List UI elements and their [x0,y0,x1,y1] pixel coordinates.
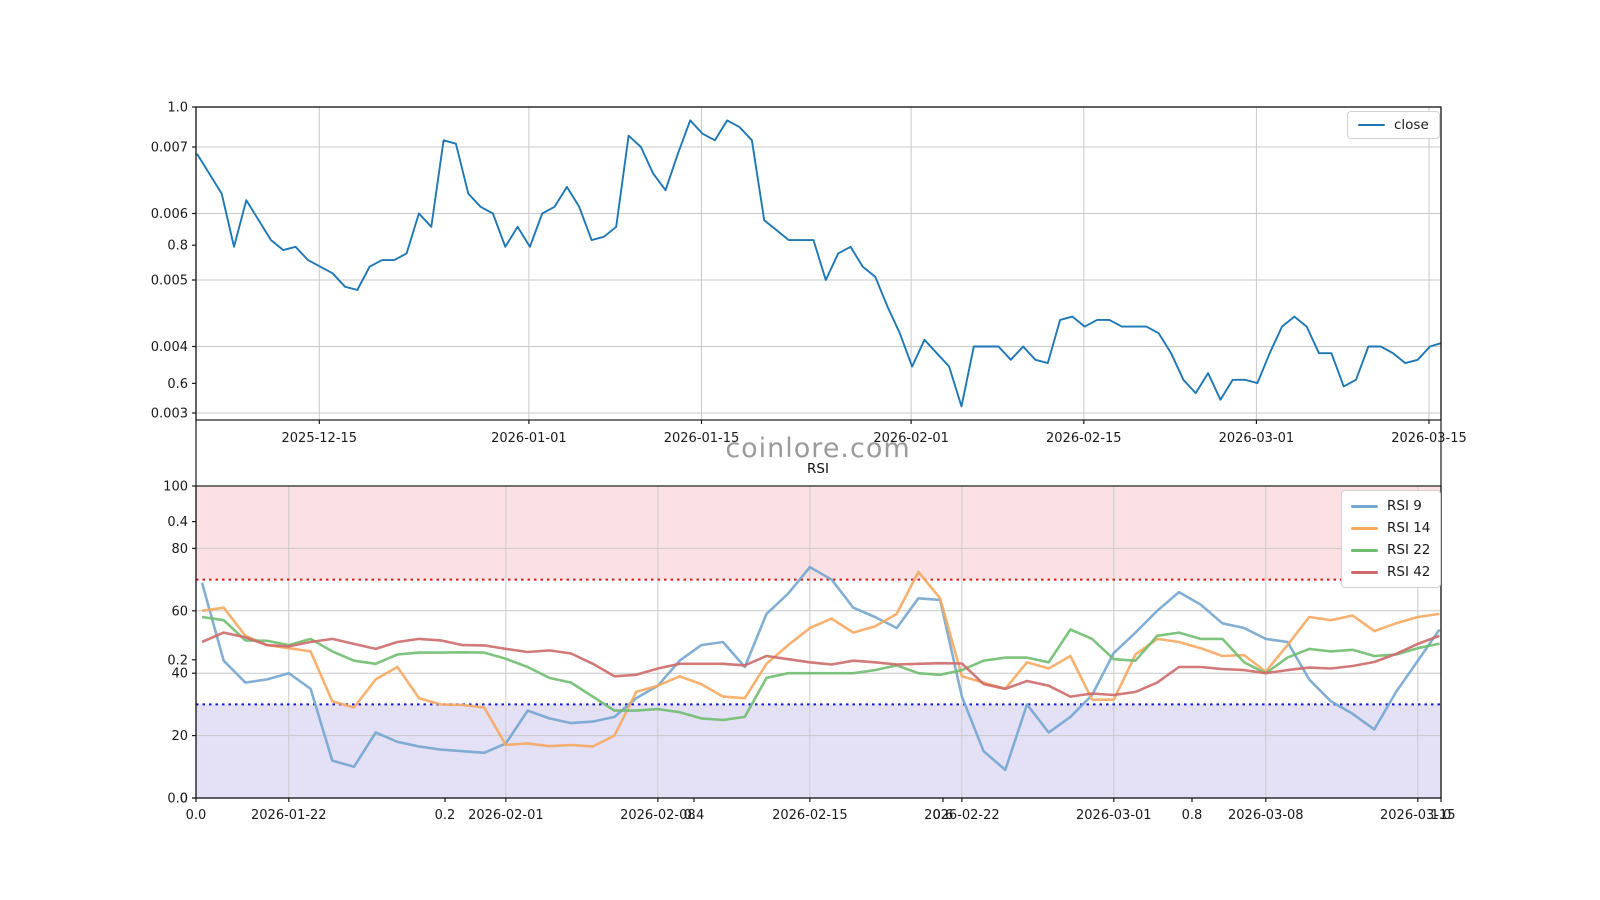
figure-x-tick-label: 0.8 [1182,808,1203,823]
price-x-tick-label: 2026-01-01 [491,431,567,446]
figure-y-tick-label: 0.4 [167,515,188,530]
rsi-legend-row: RSI 14 [1351,520,1430,536]
price-y-tick-label: 0.005 [151,274,188,289]
figure-x-tick-label: 0.0 [186,808,207,823]
rsi-y-tick-label: 40 [171,667,188,682]
price-legend-label: close [1394,117,1429,133]
rsi-x-tick-label: 2026-01-22 [251,808,327,823]
rsi-y-tick-label: 20 [171,729,188,744]
rsi-y-tick-label: 60 [171,604,188,619]
rsi-42-line [201,631,1440,698]
figure-x-tick-label: 0.4 [684,808,705,823]
close-line [196,119,1442,408]
rsi-x-tick-label: 2026-03-15 [1380,808,1456,823]
rsi-42-label: RSI 42 [1387,564,1431,580]
rsi-9-line [200,565,1441,772]
rsi-22-line [201,615,1440,722]
rsi-legend-row: RSI 9 [1351,498,1430,514]
price-legend: close [1347,111,1440,139]
figure-y-tick-label: 0.0 [167,792,188,807]
watermark: coinlore.com [725,433,911,464]
figure-x-tick-label: 0.6 [933,808,954,823]
price-x-tick-label: 2026-03-01 [1219,431,1295,446]
rsi-x-tick-label: 2026-02-01 [468,808,544,823]
rsi-legend-row: RSI 42 [1351,564,1430,580]
rsi-legend-row: RSI 22 [1351,542,1430,558]
close-line-swatch [1358,124,1385,126]
rsi-14-label: RSI 14 [1387,520,1431,536]
price-y-tick-label: 0.004 [151,340,188,355]
price-x-tick-label: 2026-03-15 [1391,431,1467,446]
rsi-x-tick-label: 2026-02-22 [924,808,1000,823]
price-x-tick-label: 2026-02-01 [873,431,949,446]
rsi-9-swatch [1351,504,1378,508]
overbought-band [196,486,1441,580]
rsi-y-tick-label: 100 [163,480,188,495]
rsi-x-tick-label: 2026-03-01 [1076,808,1152,823]
price-x-tick-label: 2026-02-15 [1046,431,1122,446]
rsi-y-tick-label: 80 [171,542,188,557]
rsi-x-tick-label: 2026-02-15 [772,808,848,823]
rsi-14-line [201,570,1440,748]
price-x-tick-label: 2026-01-15 [664,431,740,446]
rsi-x-tick-label: 2026-02-08 [620,808,696,823]
rsi-42-swatch [1351,570,1378,574]
price-y-tick-label: 0.007 [151,141,188,156]
price-axes-frame [195,106,1442,421]
rsi-y-tick-label: 0 [180,792,188,807]
price-x-tick-label: 2025-12-15 [282,431,358,446]
rsi-9-label: RSI 9 [1387,498,1422,514]
rsi-22-label: RSI 22 [1387,542,1431,558]
figure-y-tick-label: 0.2 [167,653,188,668]
rsi-legend: RSI 9 RSI 14 RSI 22 RSI 42 [1341,490,1442,588]
rsi-14-swatch [1351,526,1378,530]
price-y-tick-label: 0.006 [151,207,188,222]
rsi-x-tick-label: 2026-03-08 [1228,808,1304,823]
figure-axes-frame [195,106,1442,799]
rsi-22-swatch [1351,548,1378,552]
oversold-band [196,704,1441,798]
figure-x-tick-label: 0.2 [435,808,456,823]
rsi-chart-title: RSI [807,461,829,477]
figure-x-tick-label: 1.0 [1431,808,1452,823]
figure-y-tick-label: 0.8 [167,239,188,254]
price-y-tick-label: 0.003 [151,407,188,422]
figure-y-tick-label: 1.0 [167,101,188,116]
figure-y-tick-label: 0.6 [167,377,188,392]
